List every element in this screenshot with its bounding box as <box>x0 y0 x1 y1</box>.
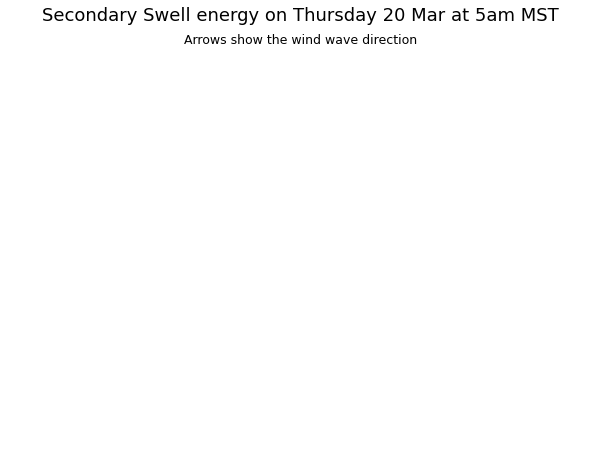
Text: Arrows show the wind wave direction: Arrows show the wind wave direction <box>184 34 417 47</box>
Text: cartopy required: cartopy required <box>243 249 358 263</box>
Text: Secondary Swell energy on Thursday 20 Mar at 5am MST: Secondary Swell energy on Thursday 20 Ma… <box>42 7 559 25</box>
